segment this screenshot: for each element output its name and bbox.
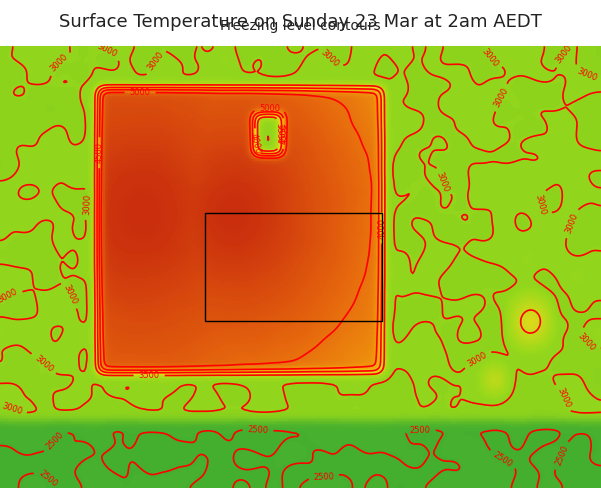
Text: Surface Temperature on Sunday 23 Mar at 2am AEDT: Surface Temperature on Sunday 23 Mar at … <box>59 13 542 31</box>
Text: 3000: 3000 <box>96 42 118 60</box>
Text: 3000: 3000 <box>0 287 19 305</box>
Text: 3000: 3000 <box>576 331 597 352</box>
Text: 3000: 3000 <box>1 401 23 416</box>
Text: 3000: 3000 <box>554 43 573 65</box>
Text: 2500: 2500 <box>491 450 513 469</box>
Text: 3000: 3000 <box>480 47 499 69</box>
Text: 2500: 2500 <box>313 472 335 482</box>
Bar <box>205 213 382 321</box>
Text: 3000: 3000 <box>48 52 69 73</box>
Text: 2500: 2500 <box>410 426 431 435</box>
Text: 3000: 3000 <box>493 86 511 109</box>
Text: 3000: 3000 <box>576 66 599 83</box>
Text: 5000: 5000 <box>259 104 280 113</box>
Text: 3000: 3000 <box>434 171 450 194</box>
Text: 5000: 5000 <box>130 88 151 97</box>
Text: 4000: 4000 <box>248 133 262 155</box>
Text: 3000: 3000 <box>564 212 580 235</box>
Text: 2500: 2500 <box>44 430 66 451</box>
Text: 3000: 3000 <box>61 283 79 306</box>
Text: Freezing level contours: Freezing level contours <box>220 20 381 33</box>
Text: 3000: 3000 <box>82 194 92 215</box>
Text: 2500: 2500 <box>37 469 59 488</box>
Text: 3500: 3500 <box>139 371 160 380</box>
Text: 3000: 3000 <box>533 193 548 216</box>
Text: 2500: 2500 <box>554 444 570 467</box>
Text: 3000: 3000 <box>145 50 165 72</box>
Text: 4500: 4500 <box>95 142 104 163</box>
Text: 3000: 3000 <box>319 48 341 69</box>
Text: 3500: 3500 <box>274 123 283 144</box>
Text: 2500: 2500 <box>247 426 269 435</box>
Text: 3000: 3000 <box>32 353 55 374</box>
Text: 3000: 3000 <box>466 350 489 368</box>
Text: 4000: 4000 <box>377 218 386 239</box>
Text: 4500: 4500 <box>279 123 288 144</box>
Text: 3000: 3000 <box>556 386 572 409</box>
